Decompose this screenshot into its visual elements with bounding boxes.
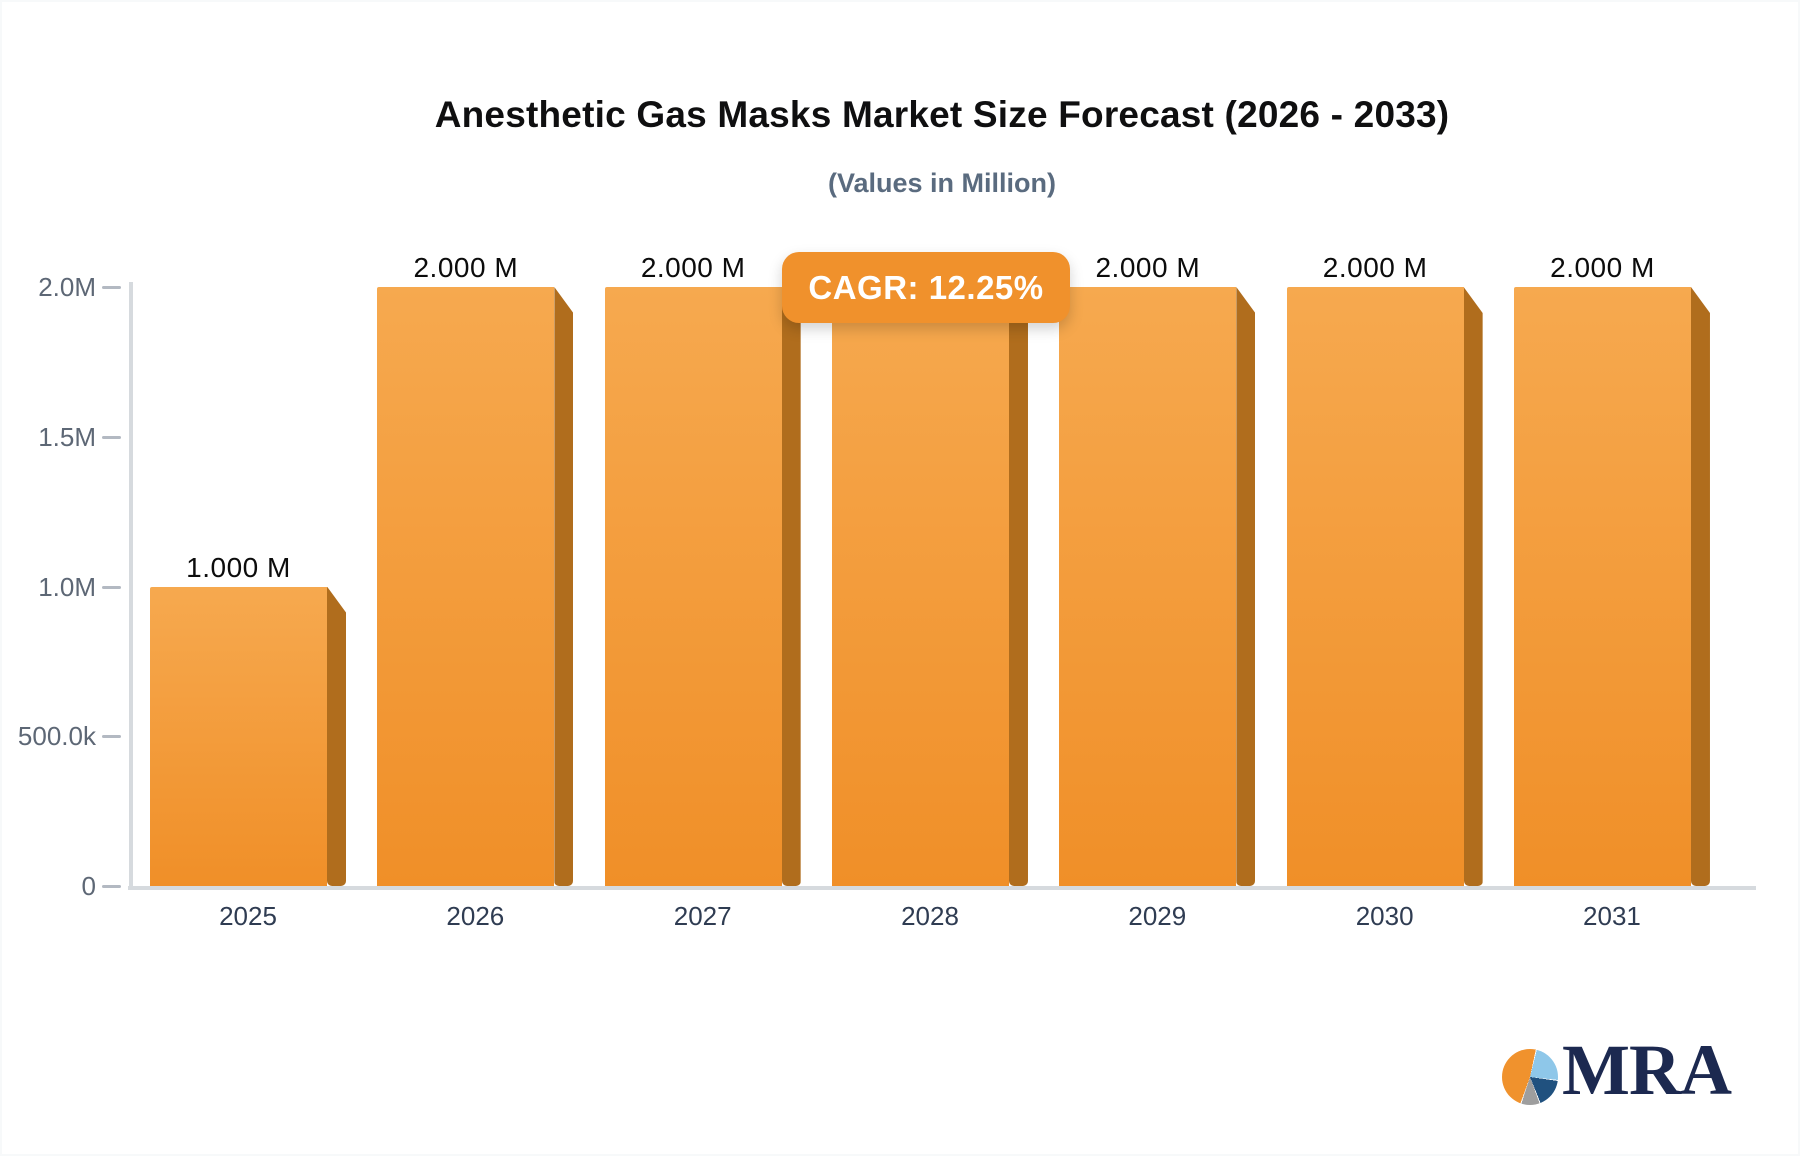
- y-tick-label: 1.5M: [38, 421, 96, 452]
- bar-2030: [1286, 287, 1464, 886]
- y-tick-dash: [102, 435, 121, 439]
- pie-chart-logo-icon: [1502, 1049, 1558, 1105]
- y-tick-dash: [102, 735, 121, 739]
- value-label-2026: 2.000 M: [413, 252, 519, 283]
- bar-side-2028: [1008, 287, 1028, 886]
- value-label-2025: 1.000 M: [186, 551, 291, 583]
- bar-2025: [150, 586, 327, 886]
- cagr-badge: CAGR: 12.25%: [782, 252, 1070, 323]
- logo-text: MRA: [1562, 1030, 1732, 1110]
- bar-2026: [377, 287, 555, 886]
- value-label-2030: 2.000 M: [1322, 252, 1428, 283]
- bar-side-2030: [1463, 287, 1483, 886]
- value-label-2027: 2.000 M: [640, 252, 746, 283]
- bar-2028: [831, 287, 1009, 886]
- x-tick-label-2028: 2028: [901, 901, 959, 931]
- bar-side-2031: [1690, 287, 1710, 886]
- value-label-2031: 2.000 M: [1550, 252, 1655, 283]
- bar-2029: [1059, 287, 1237, 886]
- x-tick-label-2029: 2029: [1128, 901, 1187, 931]
- y-tick-label: 0: [81, 871, 96, 901]
- x-tick-label-2025: 2025: [219, 901, 277, 931]
- bar-side-2029: [1236, 287, 1256, 886]
- y-tick-label: 2.0M: [38, 272, 96, 302]
- x-tick-label-2027: 2027: [673, 901, 732, 931]
- chart-title: Anesthetic Gas Masks Market Size Forecas…: [434, 94, 1450, 135]
- x-tick-label-2031: 2031: [1583, 901, 1641, 931]
- bar-side-2026: [554, 287, 574, 886]
- x-axis-line: [128, 886, 1756, 890]
- logo: MRA: [1502, 1028, 1732, 1112]
- bar-2027: [604, 287, 782, 886]
- y-tick-label: 1.0M: [38, 571, 96, 602]
- y-tick-label: 500.0k: [17, 721, 96, 752]
- value-label-2029: 2.000 M: [1095, 252, 1201, 283]
- bar-2031: [1513, 287, 1691, 886]
- y-tick-dash: [102, 585, 121, 589]
- y-tick-dash: [102, 286, 121, 289]
- y-axis-line: [129, 282, 133, 890]
- chart-subtitle: (Values in Million): [827, 168, 1057, 198]
- x-tick-label-2026: 2026: [446, 901, 505, 931]
- x-tick-label-2030: 2030: [1355, 901, 1414, 931]
- bar-side-2027: [781, 287, 801, 886]
- y-tick-dash: [102, 885, 121, 888]
- bar-side-2025: [327, 586, 346, 886]
